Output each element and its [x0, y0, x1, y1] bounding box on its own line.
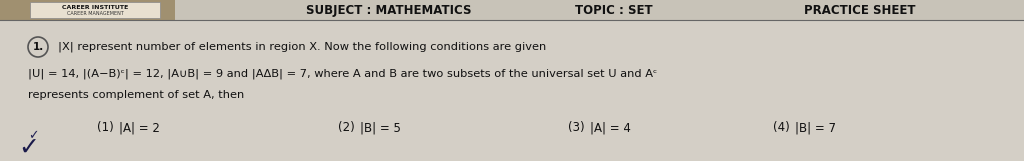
Text: SUBJECT : MATHEMATICS: SUBJECT : MATHEMATICS	[306, 4, 472, 16]
Text: PRACTICE SHEET: PRACTICE SHEET	[804, 4, 915, 16]
Text: |X| represent number of elements in region X. Now the following conditions are g: |X| represent number of elements in regi…	[58, 42, 546, 52]
Bar	[30, 2, 160, 18]
Text: (4): (4)	[773, 122, 790, 134]
Text: TOPIC : SET: TOPIC : SET	[575, 4, 653, 16]
Text: ✓: ✓	[18, 136, 39, 160]
Bar	[0, 0, 175, 20]
Bar	[0, 0, 1024, 20]
Text: (2): (2)	[338, 122, 354, 134]
Text: (3): (3)	[568, 122, 585, 134]
Text: represents complement of set A, then: represents complement of set A, then	[28, 90, 245, 100]
Text: |B| = 5: |B| = 5	[359, 122, 400, 134]
Text: CAREER MANAGEMENT: CAREER MANAGEMENT	[67, 10, 124, 15]
Text: |A| = 2: |A| = 2	[119, 122, 160, 134]
Text: |B| = 7: |B| = 7	[795, 122, 837, 134]
Text: CAREER INSTITUTE: CAREER INSTITUTE	[61, 5, 128, 9]
Text: |U| = 14, |(A−B)ᶜ| = 12, |A∪B| = 9 and |AΔB| = 7, where A and B are two subsets : |U| = 14, |(A−B)ᶜ| = 12, |A∪B| = 9 and |…	[28, 69, 657, 79]
Text: |A| = 4: |A| = 4	[590, 122, 631, 134]
Text: 1.: 1.	[33, 42, 44, 52]
Text: (1): (1)	[97, 122, 114, 134]
Text: ✓: ✓	[28, 129, 39, 142]
